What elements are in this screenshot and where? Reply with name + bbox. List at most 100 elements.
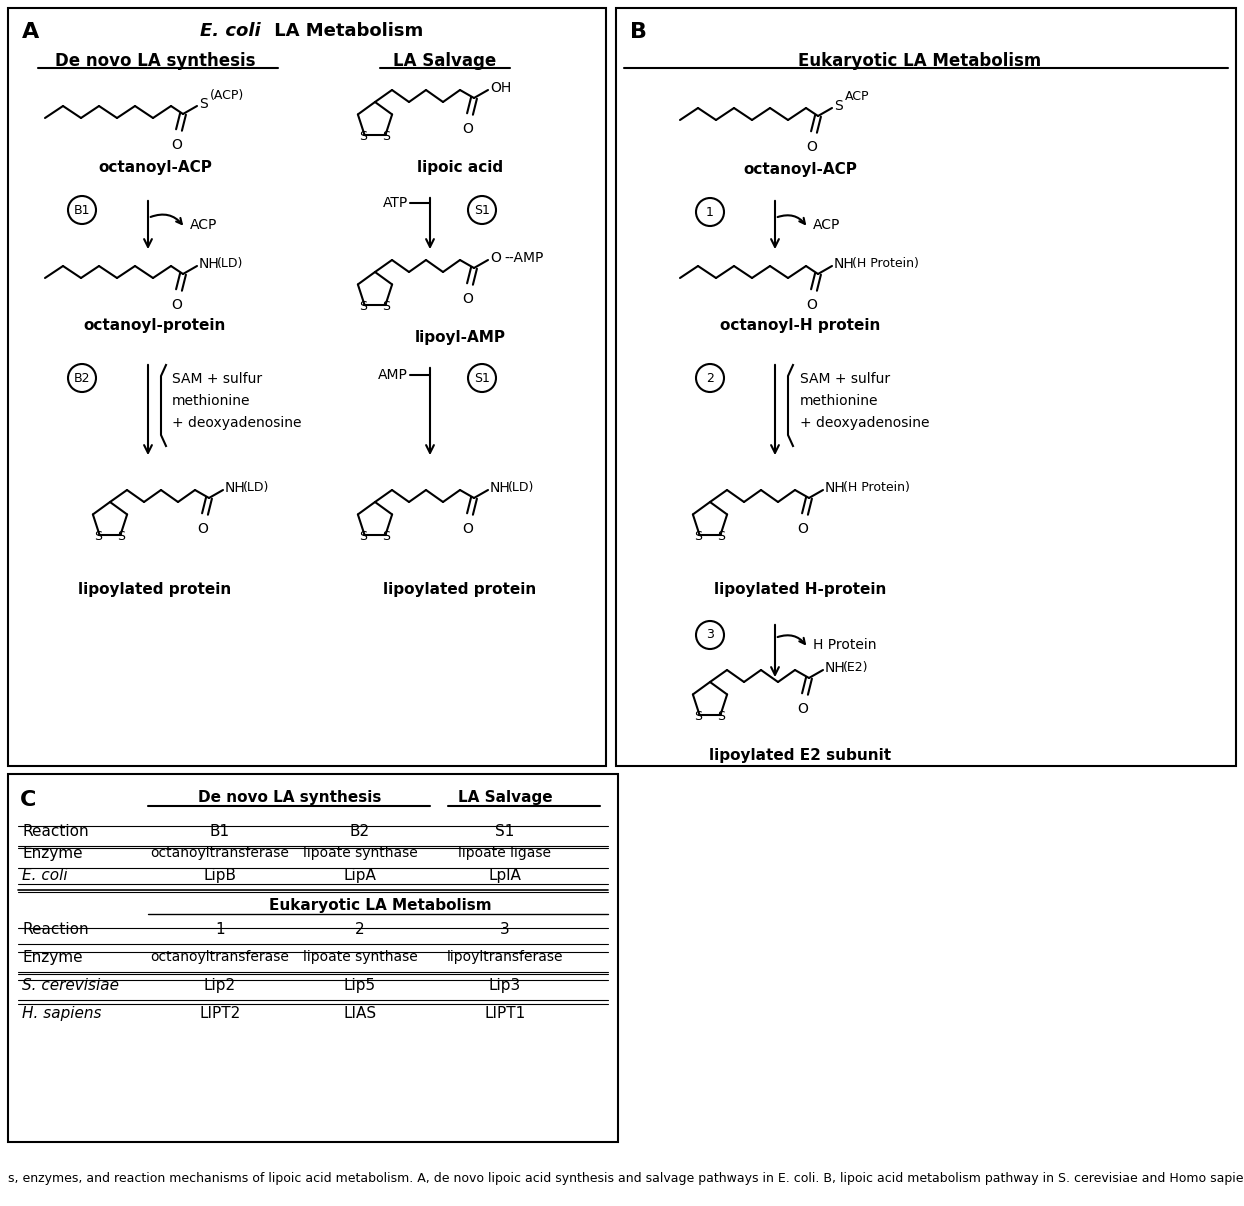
Text: O: O: [172, 298, 183, 312]
Text: S: S: [694, 531, 703, 543]
Text: C: C: [20, 790, 36, 810]
Text: methionine: methionine: [800, 394, 878, 408]
Text: (LD): (LD): [216, 258, 244, 270]
Text: S: S: [360, 300, 367, 314]
Text: LA Salvage: LA Salvage: [458, 790, 552, 804]
Text: O: O: [797, 702, 809, 716]
Text: lipoylated protein: lipoylated protein: [383, 582, 536, 597]
Text: O: O: [490, 251, 501, 265]
Text: S: S: [383, 130, 391, 144]
Text: lipoate synthase: lipoate synthase: [302, 845, 418, 860]
Text: NH: NH: [490, 481, 511, 494]
Text: O: O: [463, 292, 474, 306]
Text: S: S: [383, 531, 391, 543]
Text: LA Metabolism: LA Metabolism: [267, 22, 423, 40]
Text: O: O: [806, 298, 817, 312]
Text: Eukaryotic LA Metabolism: Eukaryotic LA Metabolism: [799, 52, 1041, 70]
Text: O: O: [172, 137, 183, 152]
Text: S: S: [694, 710, 703, 724]
Text: LipB: LipB: [204, 868, 236, 883]
Text: NH: NH: [825, 661, 846, 675]
Text: S: S: [95, 531, 102, 543]
Text: Lip5: Lip5: [343, 978, 376, 993]
Text: S: S: [833, 99, 842, 113]
Text: octanoyl-protein: octanoyl-protein: [83, 318, 226, 333]
Text: E. coli: E. coli: [22, 868, 67, 883]
Bar: [616, 8, 1237, 766]
Text: Lip2: Lip2: [204, 978, 236, 993]
Text: S: S: [718, 710, 725, 724]
Text: S: S: [383, 300, 391, 314]
Text: S: S: [199, 96, 208, 111]
Text: lipoyl-AMP: lipoyl-AMP: [414, 330, 505, 345]
Text: O: O: [463, 522, 474, 535]
Text: B1: B1: [73, 204, 91, 217]
Text: S1: S1: [474, 371, 490, 385]
Text: octanoyl-H protein: octanoyl-H protein: [720, 318, 881, 333]
Text: s, enzymes, and reaction mechanisms of lipoic acid metabolism. A, de novo lipoic: s, enzymes, and reaction mechanisms of l…: [7, 1172, 1244, 1185]
Text: O: O: [806, 140, 817, 154]
Text: O: O: [463, 122, 474, 136]
Text: S. cerevisiae: S. cerevisiae: [22, 978, 119, 993]
Text: B1: B1: [210, 824, 230, 839]
Text: lipoylated protein: lipoylated protein: [78, 582, 231, 597]
Text: Lip3: Lip3: [489, 978, 521, 993]
Text: methionine: methionine: [172, 394, 250, 408]
Text: Enzyme: Enzyme: [22, 845, 82, 861]
Text: octanoyltransferase: octanoyltransferase: [151, 950, 290, 964]
Text: LplA: LplA: [489, 868, 521, 883]
Text: O: O: [797, 522, 809, 535]
Text: H. sapiens: H. sapiens: [22, 1006, 102, 1021]
Text: (H Protein): (H Protein): [843, 481, 909, 494]
Text: lipoate synthase: lipoate synthase: [302, 950, 418, 964]
Text: H Protein: H Protein: [814, 638, 877, 652]
Text: 2: 2: [356, 923, 364, 937]
Text: SAM + sulfur: SAM + sulfur: [800, 371, 891, 386]
Text: NH: NH: [199, 257, 220, 271]
Text: octanoyl-ACP: octanoyl-ACP: [743, 162, 857, 177]
Text: NH: NH: [825, 481, 846, 494]
Text: LIPT2: LIPT2: [199, 1006, 240, 1021]
Text: ACP: ACP: [190, 218, 218, 232]
Text: E. coli: E. coli: [200, 22, 261, 40]
Text: De novo LA synthesis: De novo LA synthesis: [55, 52, 255, 70]
Text: Eukaryotic LA Metabolism: Eukaryotic LA Metabolism: [269, 898, 491, 913]
Text: 3: 3: [707, 628, 714, 642]
Text: B2: B2: [350, 824, 369, 839]
Text: LIPT1: LIPT1: [484, 1006, 526, 1021]
Text: ACP: ACP: [845, 90, 870, 104]
Text: O: O: [198, 522, 209, 535]
Bar: [7, 774, 618, 1142]
Text: lipoyltransferase: lipoyltransferase: [447, 950, 564, 964]
Text: lipoylated H-protein: lipoylated H-protein: [714, 582, 886, 597]
Text: S: S: [360, 130, 367, 144]
Text: 1: 1: [707, 205, 714, 218]
Text: S1: S1: [474, 204, 490, 217]
Text: ATP: ATP: [383, 197, 408, 210]
Text: + deoxyadenosine: + deoxyadenosine: [800, 416, 929, 431]
Text: Enzyme: Enzyme: [22, 950, 82, 965]
Text: (ACP): (ACP): [210, 88, 244, 101]
Text: B2: B2: [73, 371, 91, 385]
Text: octanoyltransferase: octanoyltransferase: [151, 845, 290, 860]
Text: Reaction: Reaction: [22, 923, 88, 937]
Text: 2: 2: [707, 371, 714, 385]
Text: lipoate ligase: lipoate ligase: [459, 845, 551, 860]
Text: Reaction: Reaction: [22, 824, 88, 839]
Text: ACP: ACP: [814, 218, 841, 232]
Text: SAM + sulfur: SAM + sulfur: [172, 371, 262, 386]
Text: S: S: [360, 531, 367, 543]
Text: LA Salvage: LA Salvage: [393, 52, 496, 70]
Text: S: S: [718, 531, 725, 543]
Text: NH: NH: [225, 481, 246, 494]
Text: OH: OH: [490, 81, 511, 95]
Text: De novo LA synthesis: De novo LA synthesis: [198, 790, 382, 804]
Text: S: S: [118, 531, 126, 543]
Text: (H Protein): (H Protein): [852, 258, 919, 270]
Text: NH: NH: [833, 257, 855, 271]
Text: S1: S1: [495, 824, 515, 839]
Bar: [7, 8, 606, 766]
Text: + deoxyadenosine: + deoxyadenosine: [172, 416, 301, 431]
Text: A: A: [22, 22, 40, 42]
Text: LIAS: LIAS: [343, 1006, 377, 1021]
